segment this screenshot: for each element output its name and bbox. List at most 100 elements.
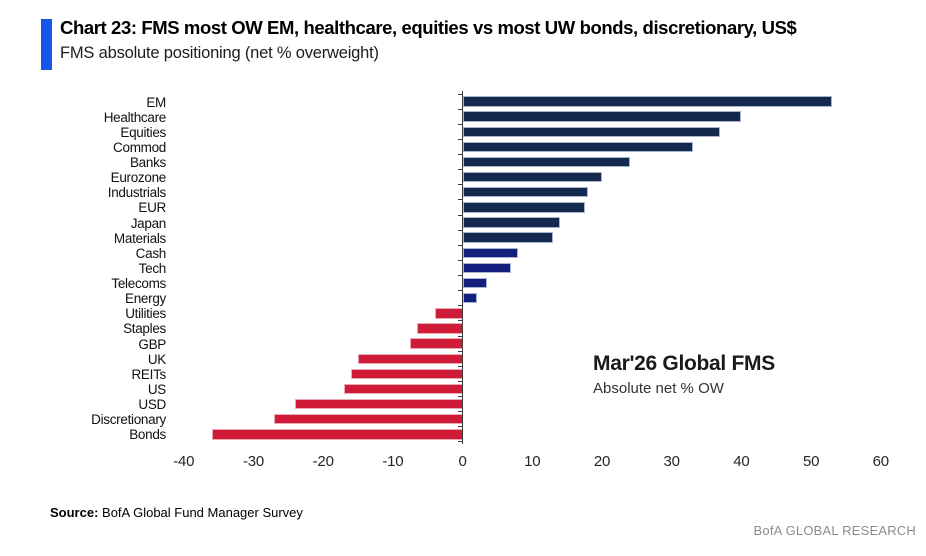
bar-row: Energy [40,291,900,306]
axis-tick [457,380,463,382]
category-label: Equities [120,124,166,140]
x-tick-label: 50 [802,453,820,470]
bar-row: Materials [40,230,900,246]
x-tick-label: -40 [173,453,195,470]
category-label: Healthcare [103,109,167,125]
bar [462,171,602,183]
axis-tick [457,259,463,261]
axis-tick [457,169,463,171]
bar-row: USD [40,397,900,412]
x-tick-label: 40 [733,453,750,470]
bar [462,156,630,168]
bar-row: REITs [40,366,900,382]
zero-axis-line [461,91,464,444]
bar [417,323,463,334]
bar [211,429,463,440]
source-label: Source: [50,505,99,520]
bar [462,217,561,228]
axis-tick [457,350,463,352]
category-label: Industrials [107,185,167,201]
axis-tick [457,154,463,156]
chart-subtitle: FMS absolute positioning (net % overweig… [60,44,379,62]
x-tick-label: 0 [458,453,467,470]
x-tick-label: -10 [382,453,404,470]
x-tick-label: 60 [872,453,890,470]
category-label: REITs [131,366,166,382]
category-label: EM [146,94,166,110]
bar [462,126,721,137]
bar [462,247,519,258]
bar [462,111,742,122]
category-label: Banks [129,155,166,171]
category-label: Staples [123,321,166,337]
bar-row: Staples [40,321,900,336]
bar-row: Healthcare [40,109,900,125]
chart-title: Chart 23: FMS most OW EM, healthcare, eq… [60,17,797,38]
bar [462,262,512,274]
category-label: Energy [125,291,166,307]
bar [462,202,585,213]
axis-tick [457,320,463,322]
bar [462,277,487,289]
axis-tick [457,138,463,140]
axis-tick [457,214,463,216]
bar-rows: EM Healthcare Equities Commod Banks Eurozone I… [40,94,900,443]
bar-chart: EM Healthcare Equities Commod Banks Eurozone I… [40,91,900,479]
annotation-survey-name: Mar'26 Global FMS [593,352,775,375]
bar-row: Commod [40,139,900,155]
bar [462,141,693,153]
axis-tick [457,305,463,307]
axis-tick [457,184,463,186]
axis-tick [457,441,463,443]
bar [358,353,463,364]
bar [274,414,463,425]
category-label: UK [147,351,166,367]
category-label: Discretionary [91,412,166,428]
bar [462,292,477,304]
category-label: Utilities [125,306,166,322]
axis-tick [457,290,463,292]
source-line: Source: BofA Global Fund Manager Survey [50,505,303,520]
axis-tick [457,244,463,246]
axis-tick [457,229,463,231]
bar-row: Cash [40,245,900,261]
bar-row: Banks [40,155,900,170]
bar-row: Equities [40,124,900,140]
category-label: Materials [113,230,166,246]
axis-tick [457,108,463,110]
category-label: GBP [138,336,166,352]
x-tick-label: 20 [593,453,611,470]
x-tick-label: -20 [312,453,334,470]
bar-row: Utilities [40,306,900,321]
bar-row: Eurozone [40,170,900,185]
category-label: USD [138,397,166,413]
category-label: Cash [135,245,167,261]
category-label: Tech [138,260,167,276]
bar-row: UK [40,351,900,367]
axis-tick [457,411,463,413]
bar [410,338,463,349]
bar-row: Industrials [40,185,900,200]
bar [462,232,554,243]
category-label: Bonds [129,427,166,443]
bar-row: Telecoms [40,276,900,291]
axis-tick [457,93,463,95]
bar-row: Discretionary [40,412,900,427]
bar-row: US [40,381,900,397]
category-label: Eurozone [110,170,167,186]
axis-tick [457,199,463,201]
bar [351,368,463,380]
x-tick-label: -30 [242,453,265,470]
category-label: EUR [138,200,166,216]
chart-annotation: Mar'26 Global FMS Absolute net % OW [593,352,775,397]
category-label: Commod [113,139,166,155]
bar [344,383,463,395]
bar [462,187,589,198]
bar [295,398,463,410]
axis-tick [457,426,463,428]
category-label: Japan [130,215,167,231]
bar [434,308,463,319]
x-tick-label: 10 [524,453,541,470]
title-accent-bar [41,19,52,70]
